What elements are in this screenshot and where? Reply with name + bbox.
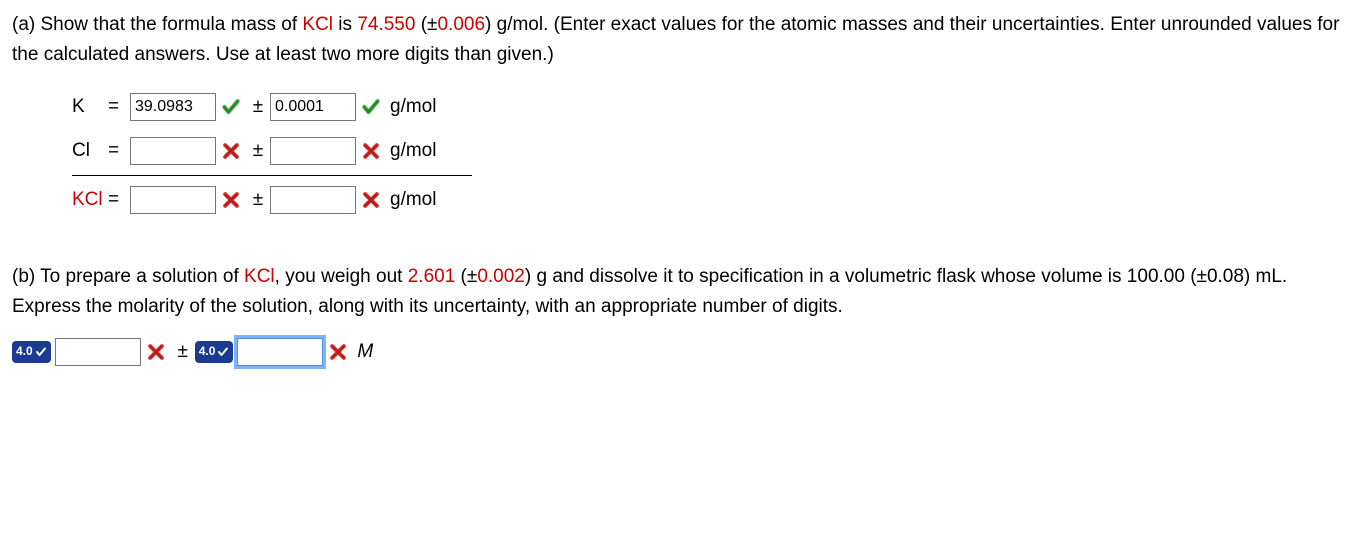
equals-sign: =	[108, 136, 130, 166]
text: (a) Show that the formula mass of	[12, 14, 302, 35]
text: (±	[415, 14, 437, 35]
equals-sign: =	[108, 92, 130, 122]
plus-minus: ±	[248, 185, 268, 215]
calc-row-kcl: KCl = ± g/mol	[72, 178, 1352, 222]
cl-unc-input[interactable]	[270, 137, 356, 165]
k-unc-input[interactable]	[270, 93, 356, 121]
part-a-prompt: (a) Show that the formula mass of KCl is…	[12, 10, 1352, 71]
cross-icon	[360, 140, 382, 162]
text: , you weigh out	[275, 266, 408, 287]
calc-block: K = ± g/mol Cl = ± g/mol KCl =	[72, 85, 1352, 222]
part-b-inputs: 4.0 ± 4.0 M	[12, 337, 1352, 367]
element-label: KCl	[72, 185, 108, 215]
unit-label: M	[357, 337, 373, 367]
text: (b) To prepare a solution of	[12, 266, 244, 287]
badge-text: 4.0	[199, 342, 216, 361]
unit-label: g/mol	[390, 92, 436, 122]
cl-mass-input[interactable]	[130, 137, 216, 165]
unit-label: g/mol	[390, 136, 436, 166]
calc-row-k: K = ± g/mol	[72, 85, 1352, 129]
check-icon	[360, 96, 382, 118]
text: is	[333, 14, 357, 35]
plus-minus: ±	[248, 92, 268, 122]
plus-minus: ±	[248, 136, 268, 166]
kcl-label: KCl	[302, 14, 333, 35]
equals-sign: =	[108, 185, 130, 215]
element-label: K	[72, 92, 108, 122]
kcl-unc-input[interactable]	[270, 186, 356, 214]
mass-uncertainty: 0.002	[477, 266, 525, 287]
sigfig-badge: 4.0	[12, 341, 51, 363]
sigfig-badge: 4.0	[195, 341, 234, 363]
cross-icon	[327, 341, 349, 363]
badge-text: 4.0	[16, 342, 33, 361]
check-icon	[220, 96, 242, 118]
molarity-input[interactable]	[55, 338, 141, 366]
element-label: Cl	[72, 136, 108, 166]
sum-divider	[72, 175, 472, 176]
k-mass-input[interactable]	[130, 93, 216, 121]
unit-label: g/mol	[390, 185, 436, 215]
kcl-label: KCl	[244, 266, 275, 287]
cross-icon	[360, 189, 382, 211]
plus-minus: ±	[173, 337, 193, 367]
part-b-prompt: (b) To prepare a solution of KCl, you we…	[12, 262, 1352, 323]
mass-value: 74.550	[357, 14, 415, 35]
molarity-unc-input[interactable]	[237, 338, 323, 366]
cross-icon	[220, 140, 242, 162]
mass-value: 2.601	[408, 266, 456, 287]
mass-uncertainty: 0.006	[437, 14, 485, 35]
cross-icon	[145, 341, 167, 363]
text: (±	[455, 266, 477, 287]
calc-row-cl: Cl = ± g/mol	[72, 129, 1352, 173]
cross-icon	[220, 189, 242, 211]
kcl-mass-input[interactable]	[130, 186, 216, 214]
